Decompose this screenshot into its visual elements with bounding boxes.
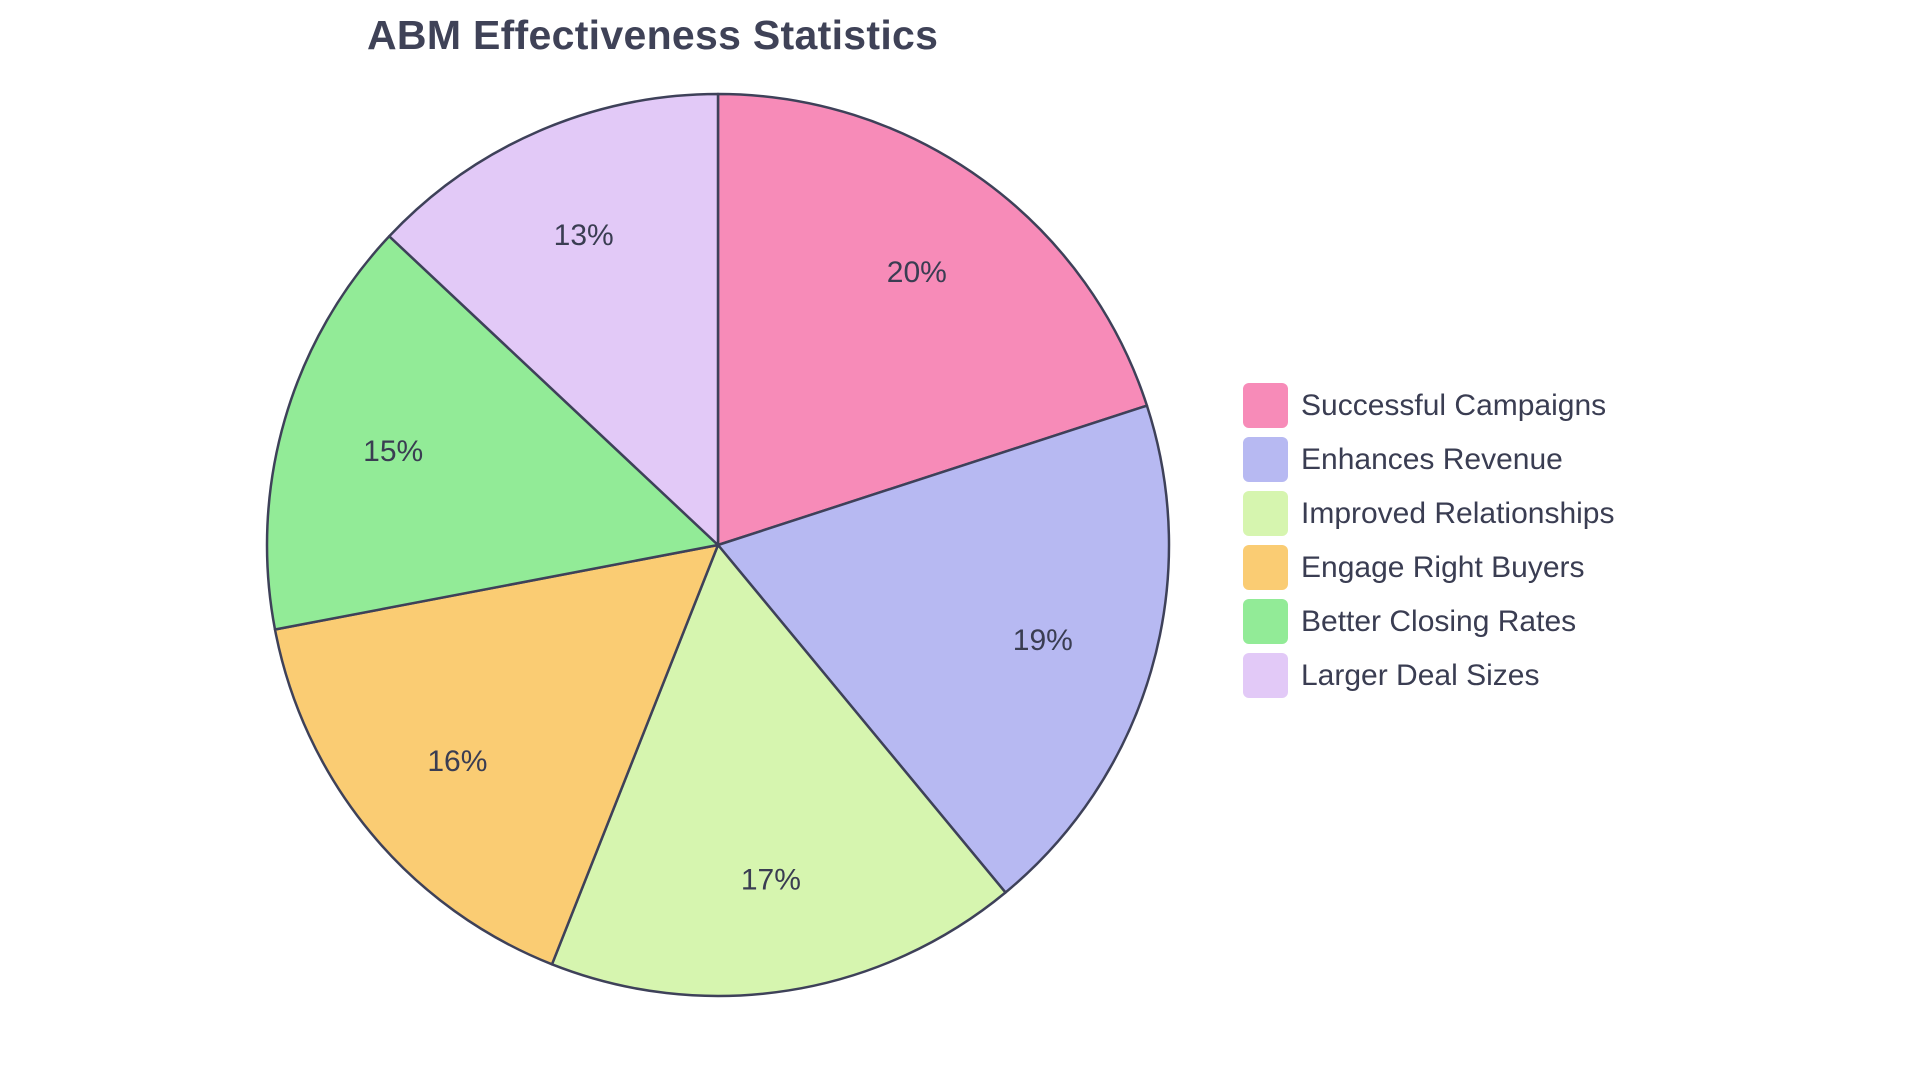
pie-slice-5 xyxy=(387,92,720,547)
legend-swatch xyxy=(1243,545,1288,590)
legend-item: Enhances Revenue xyxy=(1243,437,1615,482)
pie-slice-0 xyxy=(716,92,1149,547)
pie-slice-label-5: 13% xyxy=(554,219,614,252)
pie-slice-3 xyxy=(273,543,720,966)
pie-slice-4 xyxy=(265,235,720,631)
legend-label: Engage Right Buyers xyxy=(1301,550,1585,584)
legend-label: Larger Deal Sizes xyxy=(1301,658,1540,692)
chart-title: ABM Effectiveness Statistics xyxy=(367,12,939,58)
pie-slice-label-0: 20% xyxy=(887,256,947,289)
pie-slice-label-1: 19% xyxy=(1013,624,1073,657)
legend-label: Improved Relationships xyxy=(1301,496,1615,530)
legend-label: Successful Campaigns xyxy=(1301,388,1607,422)
legend-item: Successful Campaigns xyxy=(1243,383,1615,428)
legend-item: Engage Right Buyers xyxy=(1243,545,1615,590)
pie-slice-label-3: 16% xyxy=(427,745,487,778)
legend-swatch xyxy=(1243,383,1288,428)
legend-swatch xyxy=(1243,437,1288,482)
pie-slice-2 xyxy=(550,543,1007,998)
legend-label: Better Closing Rates xyxy=(1301,604,1577,638)
legend: Successful Campaigns Enhances Revenue Impr… xyxy=(1243,383,1615,698)
legend-swatch xyxy=(1243,491,1288,536)
legend-item: Improved Relationships xyxy=(1243,491,1615,536)
legend-label: Enhances Revenue xyxy=(1301,442,1563,476)
pie-slice-1 xyxy=(716,404,1171,894)
pie-slice-label-2: 17% xyxy=(741,864,801,897)
legend-swatch xyxy=(1243,653,1288,698)
pie-slice-label-4: 15% xyxy=(363,435,423,468)
legend-swatch xyxy=(1243,599,1288,644)
legend-item: Better Closing Rates xyxy=(1243,599,1615,644)
legend-item: Larger Deal Sizes xyxy=(1243,653,1615,698)
